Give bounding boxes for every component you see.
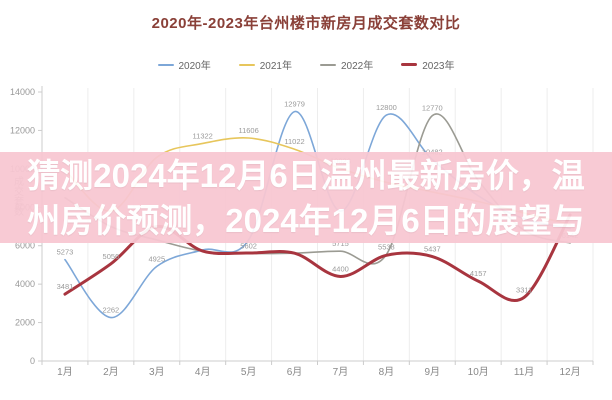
data-label: 5273 [57,248,74,257]
x-axis-tick-label: 1月 [57,366,73,378]
legend-item-2021[interactable]: 2021年 [238,57,292,72]
y-axis-tick-label: 6000 [15,241,35,251]
legend-label: 2020年 [178,61,211,72]
legend-line-swatch [320,63,336,66]
data-label: 12979 [284,100,305,109]
x-axis-tick-label: 11月 [514,366,534,378]
legend-line-swatch [157,63,174,66]
chart-legend: 2020年 2021年 2022年 2023年 [0,57,612,72]
y-axis-tick-label: 12000 [10,125,35,135]
x-axis-tick-label: 8月 [379,366,395,378]
data-label: 5538 [378,243,395,252]
y-axis-tick-label: 0 [30,356,35,366]
data-label: 3311 [516,285,532,294]
overlay-banner: 猜测2024年12月6日温州最新房价，温 州房价预测，2024年12月6日的展望… [0,152,612,243]
data-label: 5715 [332,239,349,248]
data-label: 5602 [240,241,257,250]
data-label: 5437 [424,245,441,254]
data-label: 11022 [284,137,304,146]
y-axis-tick-label: 14000 [10,87,35,97]
x-axis-tick-label: 6月 [287,366,303,378]
chart-title: 2020年-2023年台州楼市新房月成交套数对比 [151,15,461,32]
data-label: 4925 [148,254,165,263]
legend-line-swatch [401,63,418,66]
x-axis-tick-label: 5月 [241,366,257,378]
x-axis-tick-label: 3月 [149,366,165,378]
legend-item-2022[interactable]: 2022年 [320,57,373,72]
data-label: 12770 [422,104,443,113]
x-axis-tick-label: 2月 [103,366,119,378]
x-axis-tick-label: 10月 [468,366,489,378]
data-label: 3481 [57,282,74,291]
y-axis-tick-label: 4000 [15,279,35,289]
data-label: 2262 [103,306,120,315]
x-axis-tick-label: 12月 [559,366,580,378]
legend-label: 2022年 [341,61,374,72]
legend-item-2023[interactable]: 2023年 [401,57,455,72]
data-label: 4157 [470,269,487,278]
data-label: 5056 [103,252,120,261]
x-axis-tick-label: 9月 [425,366,441,378]
x-axis-tick-label: 4月 [195,366,211,378]
y-axis-tick-label: 2000 [15,318,35,328]
data-label: 11606 [238,126,258,135]
data-label: 11322 [193,131,213,140]
overlay-text-line-2: 州房价预测，2024年12月6日的展望与 [27,201,585,239]
data-label: 4400 [332,264,349,273]
legend-line-swatch [238,63,255,66]
overlay-text-line-1: 猜测2024年12月6日温州最新房价，温 [27,156,585,194]
legend-label: 2023年 [422,61,455,72]
data-label: 12800 [376,103,397,112]
legend-label: 2021年 [259,61,292,72]
legend-item-2020[interactable]: 2020年 [157,57,211,72]
x-axis-tick-label: 7月 [333,366,349,378]
